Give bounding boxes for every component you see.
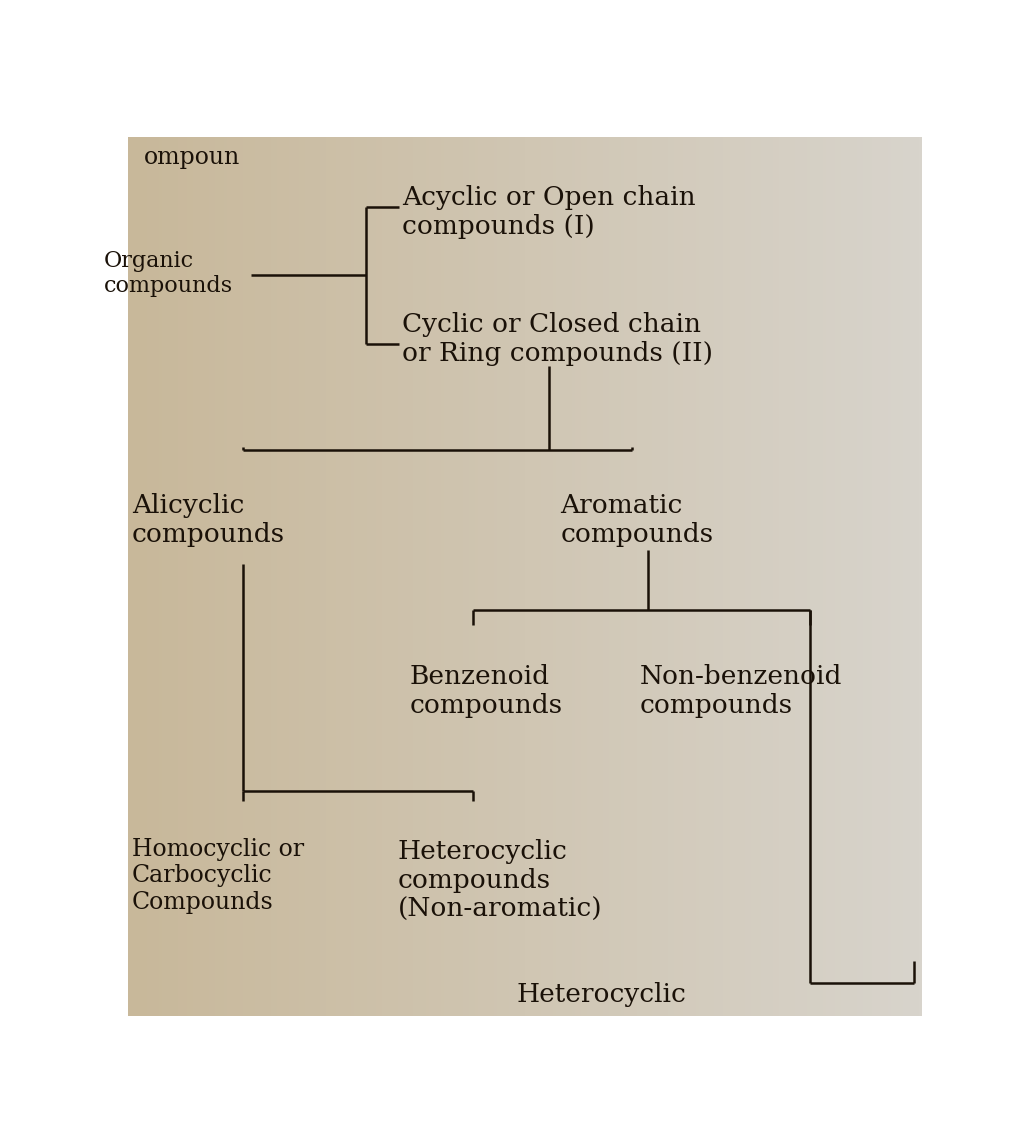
Text: Homocyclic or
Carbocyclic
Compounds: Homocyclic or Carbocyclic Compounds — [132, 837, 304, 914]
Text: Heterocyclic: Heterocyclic — [517, 982, 687, 1007]
Text: Aromatic
compounds: Aromatic compounds — [560, 492, 714, 547]
Text: Acyclic or Open chain
compounds (I): Acyclic or Open chain compounds (I) — [401, 185, 695, 239]
Text: Benzenoid
compounds: Benzenoid compounds — [410, 664, 563, 718]
Text: Non-benzenoid
compounds: Non-benzenoid compounds — [640, 664, 843, 718]
Text: Alicyclic
compounds: Alicyclic compounds — [132, 492, 285, 547]
Text: Organic
compounds: Organic compounds — [104, 250, 233, 297]
Text: Heterocyclic
compounds
(Non-aromatic): Heterocyclic compounds (Non-aromatic) — [397, 838, 602, 922]
Text: Cyclic or Closed chain
or Ring compounds (II): Cyclic or Closed chain or Ring compounds… — [401, 312, 713, 367]
Text: ompoun: ompoun — [143, 146, 240, 169]
